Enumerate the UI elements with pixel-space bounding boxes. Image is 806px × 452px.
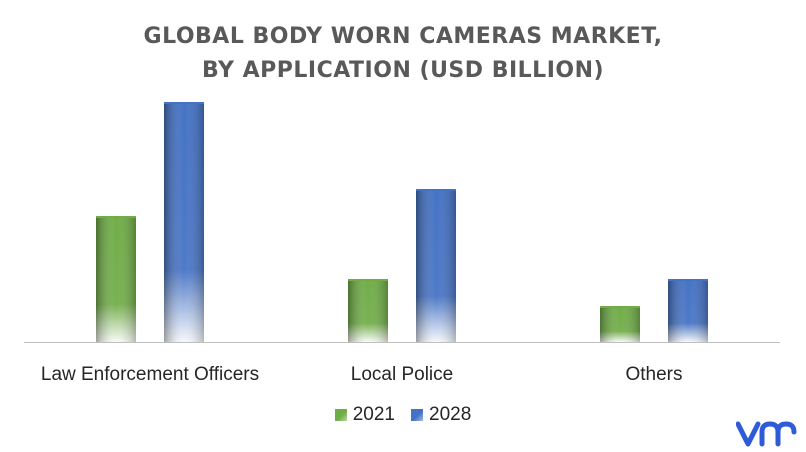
bar-shading-2021-local-police: [348, 279, 388, 342]
x-tick-label: Others: [625, 364, 682, 385]
legend-swatch-2021: [334, 409, 347, 421]
chart-title-line2: BY APPLICATION (USD BILLION): [201, 58, 605, 83]
bar-shading-2021-law-enforcement-officers: [96, 216, 136, 342]
bar-shading-2021-others: [600, 306, 640, 342]
legend-item-2028: 2028: [411, 404, 471, 426]
bar-shading-2028-law-enforcement-officers: [164, 102, 204, 342]
x-tick-label: Local Police: [351, 364, 453, 385]
legend-item-2021: 2021: [334, 404, 395, 426]
x-tick-label: Law Enforcement Officers: [41, 364, 259, 385]
legend-label-2021: 2021: [352, 404, 395, 425]
bar-chart: Law Enforcement Officers Local Police Othe…: [24, 102, 780, 385]
legend-label-2028: 2028: [429, 404, 472, 425]
legend-swatch-2028: [411, 409, 423, 421]
chart-title-line1: GLOBAL BODY WORN CAMERAS MARKET,: [143, 24, 663, 49]
bar-shading-2028-local-police: [416, 189, 456, 342]
vmr-logo: [736, 421, 797, 447]
bar-shading-2028-others: [668, 279, 708, 342]
legend: 2021 2028: [0, 404, 806, 426]
chart-title: GLOBAL BODY WORN CAMERAS MARKET, BY APPL…: [0, 20, 806, 88]
